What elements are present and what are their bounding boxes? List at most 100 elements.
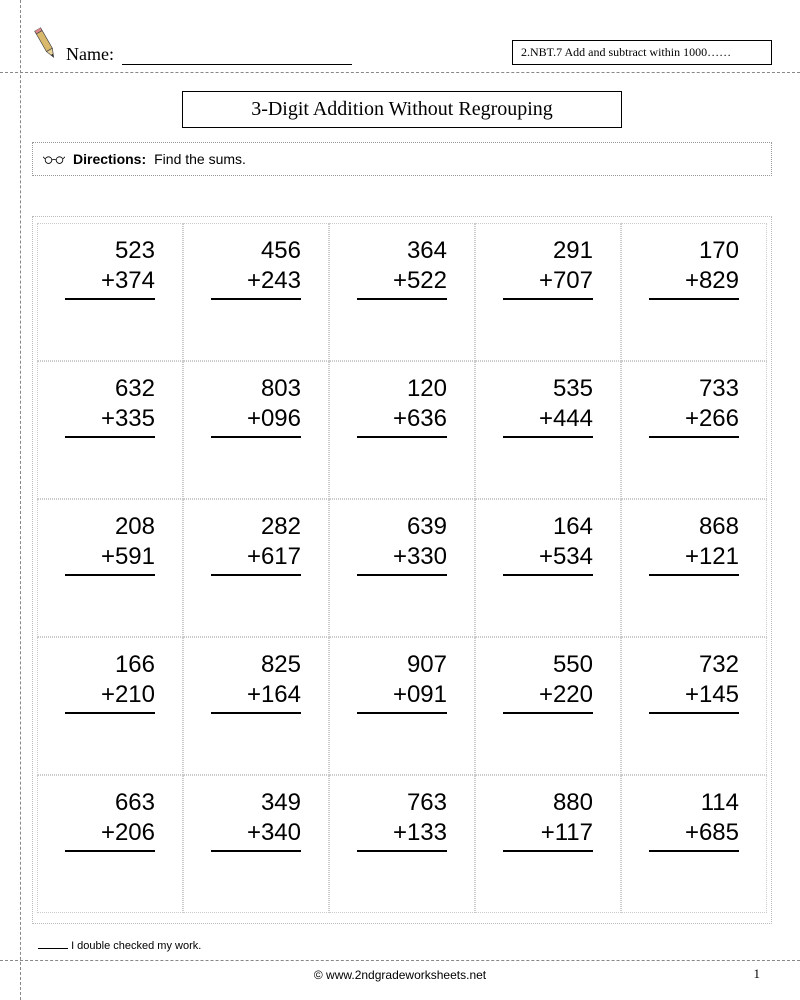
- worksheet-page: Name: 2.NBT.7 Add and subtract within 10…: [32, 10, 772, 980]
- addend-bottom: +117: [503, 818, 593, 852]
- footer-check: I double checked my work.: [38, 940, 201, 952]
- addition-problem: 907+091: [357, 650, 447, 714]
- problem-cell: 550+220: [475, 637, 621, 775]
- addition-problem: 535+444: [503, 374, 593, 438]
- addend-bottom: +707: [503, 266, 593, 300]
- addition-problem: 349+340: [211, 788, 301, 852]
- margin-dash-vertical: [20, 0, 21, 1000]
- addition-problem: 282+617: [211, 512, 301, 576]
- addend-bottom: +121: [649, 542, 739, 576]
- addend-bottom: +206: [65, 818, 155, 852]
- addend-bottom: +374: [65, 266, 155, 300]
- check-blank-line[interactable]: [38, 948, 68, 949]
- addition-problem: 456+243: [211, 236, 301, 300]
- addend-top: 120: [357, 374, 447, 404]
- addend-bottom: +210: [65, 680, 155, 714]
- addition-problem: 164+534: [503, 512, 593, 576]
- addend-bottom: +534: [503, 542, 593, 576]
- name-input-line[interactable]: [122, 49, 352, 65]
- addition-problem: 825+164: [211, 650, 301, 714]
- addition-problem: 803+096: [211, 374, 301, 438]
- addition-problem: 114+685: [649, 788, 739, 852]
- problem-cell: 825+164: [183, 637, 329, 775]
- addend-bottom: +617: [211, 542, 301, 576]
- page-number: 1: [754, 966, 761, 982]
- addend-bottom: +340: [211, 818, 301, 852]
- problem-cell: 639+330: [329, 499, 475, 637]
- problem-cell: 523+374: [37, 223, 183, 361]
- addend-bottom: +685: [649, 818, 739, 852]
- addend-top: 349: [211, 788, 301, 818]
- footer-site: © www.2ndgradeworksheets.net: [0, 968, 800, 982]
- problem-cell: 456+243: [183, 223, 329, 361]
- addend-bottom: +220: [503, 680, 593, 714]
- addition-problem: 291+707: [503, 236, 593, 300]
- problem-cell: 732+145: [621, 637, 767, 775]
- addition-problem: 733+266: [649, 374, 739, 438]
- standard-box: 2.NBT.7 Add and subtract within 1000……: [512, 40, 772, 65]
- addend-top: 282: [211, 512, 301, 542]
- addend-top: 639: [357, 512, 447, 542]
- addend-top: 803: [211, 374, 301, 404]
- addend-bottom: +522: [357, 266, 447, 300]
- problem-cell: 907+091: [329, 637, 475, 775]
- name-label: Name:: [66, 44, 114, 65]
- addend-top: 166: [65, 650, 155, 680]
- addend-bottom: +091: [357, 680, 447, 714]
- addition-problem: 763+133: [357, 788, 447, 852]
- addend-top: 632: [65, 374, 155, 404]
- problem-cell: 663+206: [37, 775, 183, 913]
- header-row: Name: 2.NBT.7 Add and subtract within 10…: [32, 10, 772, 65]
- addend-top: 825: [211, 650, 301, 680]
- problem-cell: 170+829: [621, 223, 767, 361]
- addition-problem: 880+117: [503, 788, 593, 852]
- addition-problem: 166+210: [65, 650, 155, 714]
- addition-problem: 632+335: [65, 374, 155, 438]
- addend-top: 291: [503, 236, 593, 266]
- problem-grid: 523+374456+243364+522291+707170+829632+3…: [37, 223, 767, 913]
- problems-container: 523+374456+243364+522291+707170+829632+3…: [32, 216, 772, 924]
- addend-top: 732: [649, 650, 739, 680]
- directions-box: Directions: Find the sums.: [32, 142, 772, 176]
- addition-problem: 170+829: [649, 236, 739, 300]
- addend-bottom: +133: [357, 818, 447, 852]
- problem-cell: 291+707: [475, 223, 621, 361]
- addend-top: 907: [357, 650, 447, 680]
- problem-cell: 282+617: [183, 499, 329, 637]
- addend-top: 763: [357, 788, 447, 818]
- addend-bottom: +243: [211, 266, 301, 300]
- addend-top: 535: [503, 374, 593, 404]
- addend-bottom: +444: [503, 404, 593, 438]
- directions-text: Find the sums.: [154, 151, 246, 167]
- problem-cell: 114+685: [621, 775, 767, 913]
- problem-cell: 164+534: [475, 499, 621, 637]
- problem-cell: 120+636: [329, 361, 475, 499]
- addend-top: 868: [649, 512, 739, 542]
- problem-cell: 632+335: [37, 361, 183, 499]
- addend-bottom: +330: [357, 542, 447, 576]
- pencil-icon: [25, 22, 66, 65]
- name-block: Name:: [32, 27, 352, 65]
- addition-problem: 639+330: [357, 512, 447, 576]
- addition-problem: 550+220: [503, 650, 593, 714]
- worksheet-title: 3-Digit Addition Without Regrouping: [182, 91, 622, 128]
- addition-problem: 663+206: [65, 788, 155, 852]
- problem-cell: 803+096: [183, 361, 329, 499]
- addend-bottom: +829: [649, 266, 739, 300]
- problem-cell: 364+522: [329, 223, 475, 361]
- addend-top: 523: [65, 236, 155, 266]
- problem-cell: 880+117: [475, 775, 621, 913]
- directions-label: Directions:: [73, 151, 146, 167]
- addend-top: 733: [649, 374, 739, 404]
- addend-top: 663: [65, 788, 155, 818]
- problem-cell: 535+444: [475, 361, 621, 499]
- addend-bottom: +096: [211, 404, 301, 438]
- problem-cell: 166+210: [37, 637, 183, 775]
- problem-cell: 733+266: [621, 361, 767, 499]
- addition-problem: 364+522: [357, 236, 447, 300]
- addend-top: 364: [357, 236, 447, 266]
- addend-bottom: +266: [649, 404, 739, 438]
- problem-cell: 349+340: [183, 775, 329, 913]
- addition-problem: 732+145: [649, 650, 739, 714]
- addition-problem: 868+121: [649, 512, 739, 576]
